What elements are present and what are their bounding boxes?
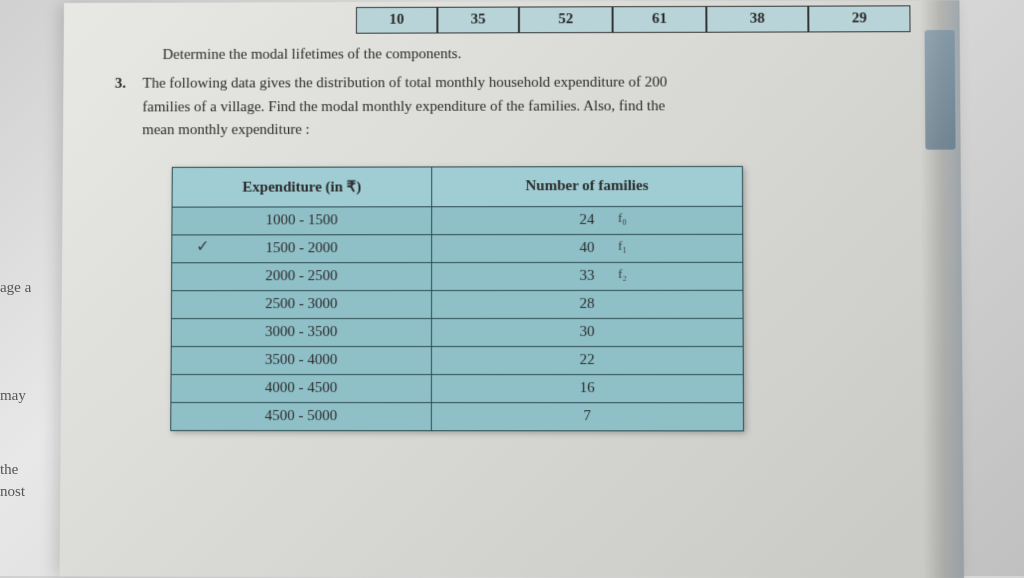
table-row: 1000 - 150024 bbox=[172, 206, 743, 235]
handwritten-f0: f₀ bbox=[618, 210, 627, 226]
cell-exp: 1500 - 2000 bbox=[172, 235, 432, 263]
cell-fam: 24 bbox=[432, 206, 743, 234]
table-row: 3500 - 400022 bbox=[171, 347, 743, 375]
question-line-3: mean monthly expenditure : bbox=[142, 118, 920, 143]
caption-prev-question: Determine the modal lifetimes of the com… bbox=[162, 42, 919, 67]
margin-text-3: the bbox=[0, 462, 18, 479]
cell-fam: 22 bbox=[431, 347, 743, 375]
cell-exp: 1000 - 1500 bbox=[172, 207, 432, 235]
question-number: 3. bbox=[115, 73, 126, 96]
table-row: 2000 - 250033 bbox=[172, 262, 743, 290]
cell-fam: 28 bbox=[432, 290, 744, 318]
handwritten-f1: f₁ bbox=[618, 238, 627, 254]
cell-exp: 2500 - 3000 bbox=[171, 291, 431, 319]
page-surface: 10 35 52 61 38 29 Determine the modal li… bbox=[60, 0, 964, 578]
table-header-row: Expenditure (in ₹) Number of families bbox=[172, 166, 743, 207]
question-line-1: The following data gives the distributio… bbox=[143, 75, 668, 92]
top-cell-3: 61 bbox=[613, 6, 707, 33]
cell-fam: 16 bbox=[431, 375, 743, 403]
cell-exp: 3000 - 3500 bbox=[171, 319, 431, 347]
margin-text-1: age a bbox=[0, 280, 31, 297]
question-block: Determine the modal lifetimes of the com… bbox=[142, 42, 920, 142]
cell-fam: 30 bbox=[431, 318, 743, 346]
question-line-2: families of a village. Find the modal mo… bbox=[142, 94, 920, 119]
expenditure-table: Expenditure (in ₹) Number of families 10… bbox=[170, 166, 744, 431]
cell-exp: 2000 - 2500 bbox=[172, 263, 432, 291]
header-expenditure: Expenditure (in ₹) bbox=[172, 167, 432, 207]
top-cell-5: 29 bbox=[808, 5, 910, 32]
top-cell-0: 10 bbox=[356, 7, 437, 34]
top-partial-table-row: 10 35 52 61 38 29 bbox=[356, 5, 911, 33]
cell-exp: 4500 - 5000 bbox=[171, 403, 432, 431]
table-row: 3000 - 350030 bbox=[171, 318, 743, 346]
cell-exp: 4000 - 4500 bbox=[171, 375, 432, 403]
adjacent-book-edge bbox=[925, 30, 956, 150]
margin-text-4: nost bbox=[0, 484, 25, 501]
top-cell-2: 52 bbox=[519, 6, 613, 33]
table-row: 4000 - 450016 bbox=[171, 375, 744, 403]
table-row: 4500 - 50007 bbox=[171, 403, 744, 431]
table-row: 2500 - 300028 bbox=[171, 290, 743, 318]
handwritten-f2: f₂ bbox=[618, 266, 627, 282]
top-cell-1: 35 bbox=[437, 7, 519, 34]
cell-fam: 33 bbox=[432, 262, 743, 290]
header-families: Number of families bbox=[432, 166, 743, 206]
handwritten-tick: ✓ bbox=[196, 236, 209, 256]
cell-fam: 40 bbox=[432, 234, 743, 262]
top-cell-4: 38 bbox=[706, 6, 808, 33]
cell-fam: 7 bbox=[431, 403, 743, 431]
cell-exp: 3500 - 4000 bbox=[171, 347, 431, 375]
table-row: 1500 - 200040 bbox=[172, 234, 743, 262]
margin-text-2: may bbox=[0, 388, 26, 405]
